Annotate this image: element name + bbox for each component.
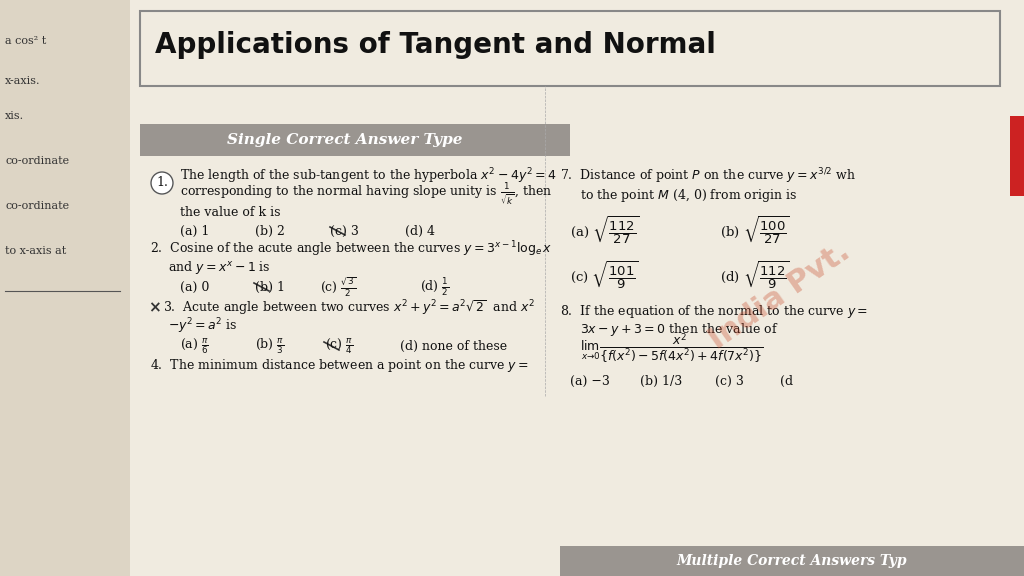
Text: (a) $\sqrt{\dfrac{112}{27}}$: (a) $\sqrt{\dfrac{112}{27}}$ [570,215,639,247]
Bar [560,546,1024,576]
Text: (d) 4: (d) 4 [406,225,435,237]
Text: x-axis.: x-axis. [5,76,41,86]
Text: 2.  Cosine of the acute angle between the curves $y=3^{x-1}\log_e x$: 2. Cosine of the acute angle between the… [150,239,553,259]
Bar [140,124,570,156]
Text: $3x-y+3=0$ then the value of: $3x-y+3=0$ then the value of [580,320,778,338]
Circle shape [151,172,173,194]
Text: Single Correct Answer Type: Single Correct Answer Type [227,133,463,147]
Text: (c) 3: (c) 3 [715,374,743,388]
Text: (d) $\frac{1}{2}$: (d) $\frac{1}{2}$ [420,276,450,298]
Text: 7.  Distance of point $P$ on the curve $y=x^{3/2}$ wh: 7. Distance of point $P$ on the curve $y… [560,166,856,186]
Text: xis.: xis. [5,111,25,121]
Text: (b) $\frac{\pi}{3}$: (b) $\frac{\pi}{3}$ [255,336,285,355]
Text: (c) $\sqrt{\dfrac{101}{9}}$: (c) $\sqrt{\dfrac{101}{9}}$ [570,260,639,292]
Text: and $y=x^x-1$ is: and $y=x^x-1$ is [168,259,270,275]
Text: co-ordinate: co-ordinate [5,201,70,211]
Text: $\lim_{x\to 0}\dfrac{x^2}{\{f(x^2)-5f(4x^2)+4f(7x^2)\}}$: $\lim_{x\to 0}\dfrac{x^2}{\{f(x^2)-5f(4x… [580,331,764,365]
Text: co-ordinate: co-ordinate [5,156,70,166]
Text: (a) 1: (a) 1 [180,225,209,237]
Text: (d: (d [780,374,794,388]
Text: 1.: 1. [156,176,168,190]
Text: the value of k is: the value of k is [180,207,281,219]
Text: (b) $\sqrt{\dfrac{100}{27}}$: (b) $\sqrt{\dfrac{100}{27}}$ [720,215,790,247]
Text: (d) $\sqrt{\dfrac{112}{9}}$: (d) $\sqrt{\dfrac{112}{9}}$ [720,260,790,292]
Text: The length of the sub-tangent to the hyperbola $x^2-4y^2=4$: The length of the sub-tangent to the hyp… [180,166,556,186]
Text: 3.  Acute angle between two curves $x^2+y^2=a^2\sqrt{2}$  and $x^2$: 3. Acute angle between two curves $x^2+y… [163,298,535,317]
Text: Multiple Correct Answers Typ: Multiple Correct Answers Typ [677,554,907,568]
Text: (d) none of these: (d) none of these [400,339,507,353]
Text: (b) 2: (b) 2 [255,225,285,237]
Text: (c) $\frac{\sqrt{3}}{2}$: (c) $\frac{\sqrt{3}}{2}$ [319,275,356,298]
Bar [1010,116,1024,196]
Text: to x-axis at: to x-axis at [5,246,67,256]
Text: (c) $\frac{\pi}{4}$: (c) $\frac{\pi}{4}$ [325,336,353,355]
Text: India Pvt.: India Pvt. [705,237,856,355]
Text: (a) 0: (a) 0 [180,281,209,294]
Text: (a) −3: (a) −3 [570,374,610,388]
Text: (b) 1: (b) 1 [255,281,285,294]
Text: a cos² t: a cos² t [5,36,46,46]
Text: to the point $M$ (4, 0) from origin is: to the point $M$ (4, 0) from origin is [580,187,797,203]
Text: $\mathbf{\times}$: $\mathbf{\times}$ [148,301,161,315]
Text: Applications of Tangent and Normal: Applications of Tangent and Normal [155,31,716,59]
Text: (a) $\frac{\pi}{6}$: (a) $\frac{\pi}{6}$ [180,336,209,355]
Text: 8.  If the equation of the normal to the curve $y=$: 8. If the equation of the normal to the … [560,302,868,320]
Bar [0,0,130,576]
Bar [140,11,1000,86]
Text: $-y^2=a^2$ is: $-y^2=a^2$ is [168,316,238,336]
Text: (c) 3: (c) 3 [330,225,358,237]
Text: corresponding to the normal having slope unity is $\frac{1}{\sqrt{k}}$, then: corresponding to the normal having slope… [180,182,552,208]
Text: (b) 1/3: (b) 1/3 [640,374,682,388]
Text: 4.  The minimum distance between a point on the curve $y=$: 4. The minimum distance between a point … [150,358,529,374]
